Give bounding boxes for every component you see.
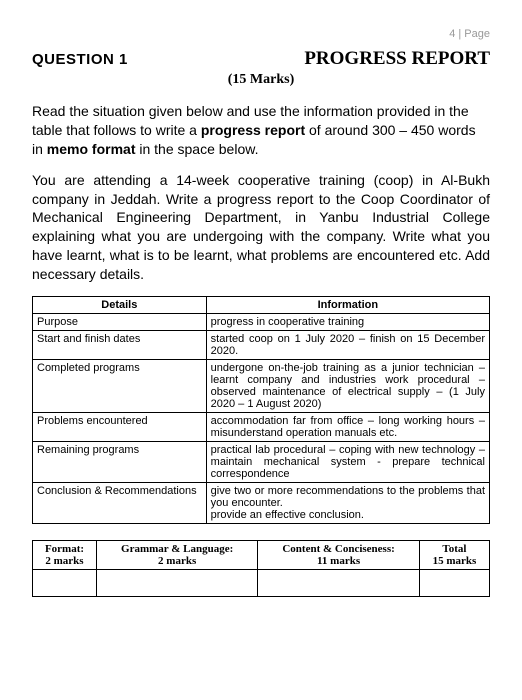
question-label: QUESTION 1 — [32, 51, 128, 68]
rubric-blank-cell — [33, 570, 97, 597]
detail-label: Remaining programs — [33, 442, 207, 483]
intro-bold-progress: progress report — [201, 122, 305, 138]
detail-label: Purpose — [33, 314, 207, 331]
rubric-table: Format:2 marksGrammar & Language:2 marks… — [32, 540, 490, 597]
intro-text-e: in the space below. — [135, 141, 258, 157]
intro-bold-memo: memo format — [47, 141, 136, 157]
details-head-left: Details — [33, 297, 207, 314]
rubric-head-cell: Grammar & Language:2 marks — [96, 541, 257, 570]
rubric-blank-cell — [258, 570, 420, 597]
rubric-head-cell: Total15 marks — [419, 541, 489, 570]
details-head-right: Information — [206, 297, 489, 314]
table-row: Purposeprogress in cooperative training — [33, 314, 490, 331]
marks-line: (15 Marks) — [32, 72, 490, 88]
rubric-head-cell: Format:2 marks — [33, 541, 97, 570]
table-row: Completed programsundergone on-the-job t… — [33, 360, 490, 413]
detail-label: Start and finish dates — [33, 331, 207, 360]
header-row: QUESTION 1 PROGRESS REPORT — [32, 48, 490, 70]
detail-info: started coop on 1 July 2020 – finish on … — [206, 331, 489, 360]
rubric-header-row: Format:2 marksGrammar & Language:2 marks… — [33, 541, 490, 570]
detail-info: practical lab procedural – coping with n… — [206, 442, 489, 483]
page-number: 4 | Page — [32, 28, 490, 40]
detail-label: Completed programs — [33, 360, 207, 413]
scenario-paragraph: You are attending a 14-week cooperative … — [32, 171, 490, 284]
intro-paragraph: Read the situation given below and use t… — [32, 102, 490, 159]
rubric-blank-cell — [96, 570, 257, 597]
detail-info: accommodation far from office – long wor… — [206, 413, 489, 442]
detail-info: undergone on-the-job training as a junio… — [206, 360, 489, 413]
detail-label: Conclusion & Recommendations — [33, 483, 207, 524]
detail-label: Problems encountered — [33, 413, 207, 442]
table-row: Start and finish datesstarted coop on 1 … — [33, 331, 490, 360]
rubric-blank-cell — [419, 570, 489, 597]
rubric-blank-row — [33, 570, 490, 597]
table-row: Remaining programspractical lab procedur… — [33, 442, 490, 483]
detail-info: progress in cooperative training — [206, 314, 489, 331]
details-body: Purposeprogress in cooperative trainingS… — [33, 314, 490, 524]
detail-info: give two or more recommendations to the … — [206, 483, 489, 524]
table-row: Problems encounteredaccommodation far fr… — [33, 413, 490, 442]
table-row: Conclusion & Recommendationsgive two or … — [33, 483, 490, 524]
rubric-head-cell: Content & Conciseness:11 marks — [258, 541, 420, 570]
details-table: Details Information Purposeprogress in c… — [32, 296, 490, 524]
report-title: PROGRESS REPORT — [304, 48, 490, 70]
